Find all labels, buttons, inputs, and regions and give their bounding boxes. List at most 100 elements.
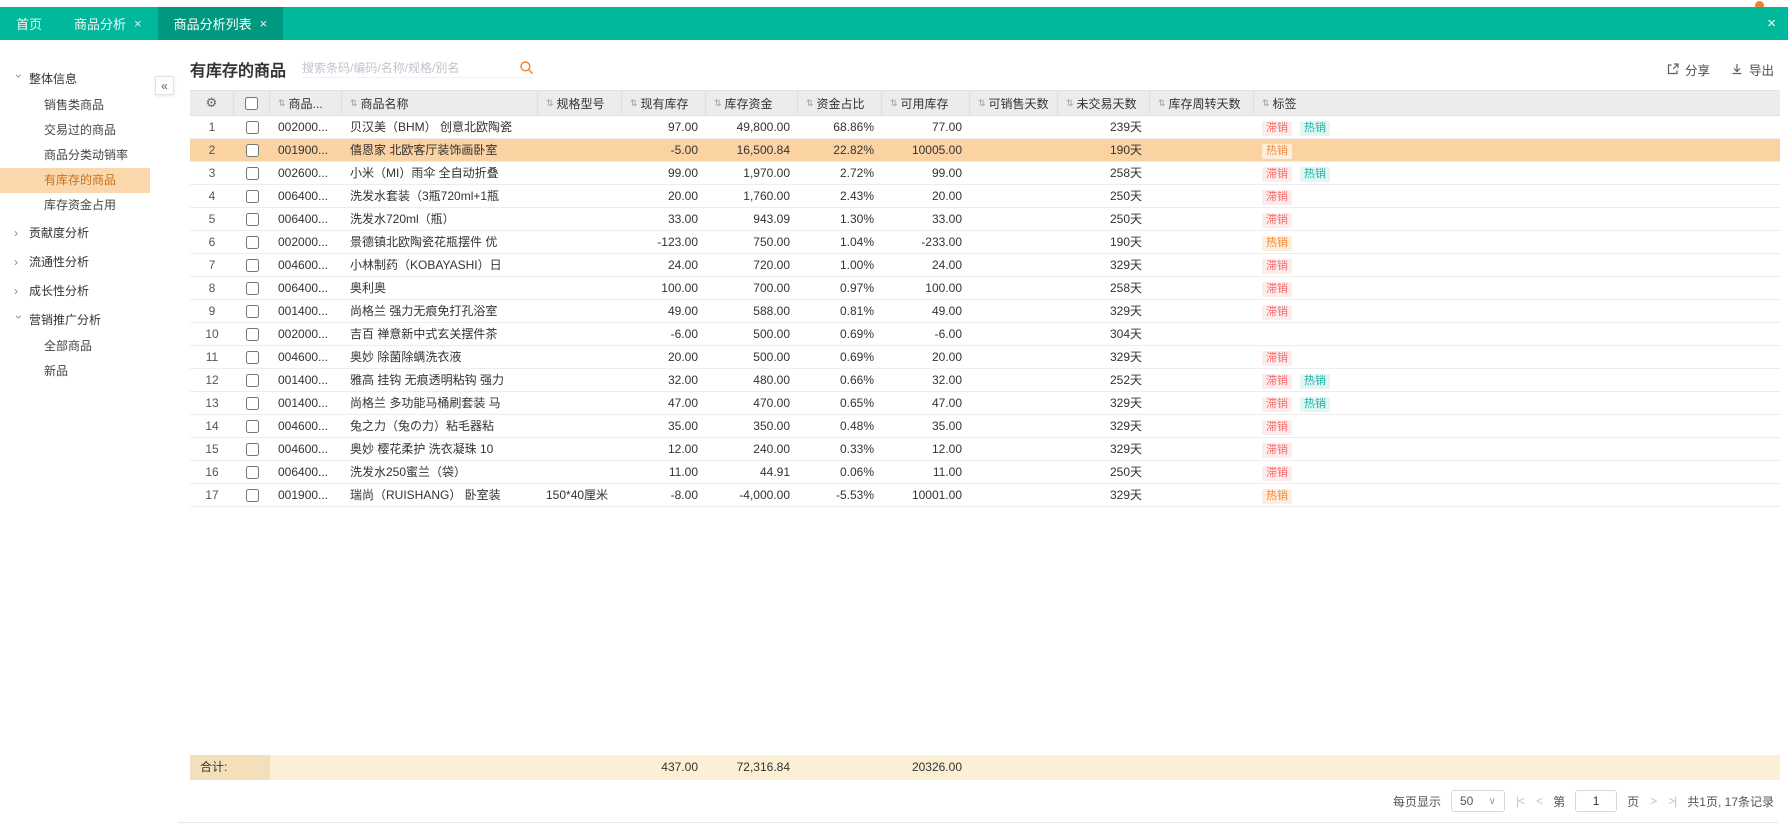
row-checkbox[interactable] xyxy=(245,166,259,180)
row-checkbox[interactable] xyxy=(245,281,259,295)
column-header-name[interactable]: ⇅ 商品名称 xyxy=(342,91,538,115)
table-row[interactable]: 5 006400... 洗发水720ml（瓶） 33.00 943.09 1.30% 33.… xyxy=(190,208,1780,231)
table-row[interactable]: 10 002000... 吉百 禅意新中式玄关摆件茶 -6.00 500.00 0.69%… xyxy=(190,323,1780,346)
sidebar-item-库存资金占用[interactable]: 库存资金占用 xyxy=(44,198,117,212)
sort-icon[interactable]: ⇅ xyxy=(278,97,286,108)
sidebar-collapse-button[interactable]: « xyxy=(155,76,174,95)
sort-icon[interactable]: ⇅ xyxy=(1158,97,1166,108)
column-header-avail[interactable]: ⇅ 可用库存 xyxy=(882,91,970,115)
sort-icon[interactable]: ⇅ xyxy=(714,97,722,108)
table-row[interactable]: 11 004600... 奥妙 除菌除螨洗衣液 20.00 500.00 0.69% 20.… xyxy=(190,346,1780,369)
table-row[interactable]: 2 001900... 僖恩家 北欧客厅装饰画卧室 -5.00 16,500.84 22.… xyxy=(190,139,1780,162)
tab-商品分析列表[interactable]: 商品分析列表 × xyxy=(157,7,284,40)
tag-滞销: 滞销 xyxy=(1262,442,1292,458)
table-row[interactable]: 7 004600... 小林制药（KOBAYASHI）日 24.00 720.00 1.0… xyxy=(190,254,1780,277)
table-row[interactable]: 17 001900... 瑞尚（RUISHANG） 卧室装 150*40厘米 -8.00… xyxy=(190,484,1780,507)
row-checkbox[interactable] xyxy=(245,212,259,226)
tag-热销: 热销 xyxy=(1262,235,1292,251)
sidebar-section-贡献度分析[interactable]: › 贡献度分析 xyxy=(0,218,178,247)
tag-热销: 热销 xyxy=(1300,166,1330,182)
settings-column-header[interactable]: ⚙ xyxy=(190,91,234,115)
cell-avail: -233.00 xyxy=(921,234,962,249)
row-checkbox[interactable] xyxy=(245,350,259,364)
column-header-fund[interactable]: ⇅ 库存资金 xyxy=(706,91,798,115)
sort-icon[interactable]: ⇅ xyxy=(806,97,814,108)
row-checkbox[interactable] xyxy=(245,419,259,433)
sort-icon[interactable]: ⇅ xyxy=(1066,97,1074,108)
row-checkbox[interactable] xyxy=(245,304,259,318)
column-header-code[interactable]: ⇅ 商品... xyxy=(270,91,342,115)
cell-no_trade: 239天 xyxy=(1109,119,1142,134)
table-row[interactable]: 15 004600... 奥妙 樱花柔护 洗衣凝珠 10 12.00 240.00 0.3… xyxy=(190,438,1780,461)
row-checkbox[interactable] xyxy=(245,120,259,134)
row-index: 5 xyxy=(208,211,216,226)
last-page-button[interactable]: >| xyxy=(1668,794,1677,808)
row-checkbox[interactable] xyxy=(245,442,259,456)
next-page-button[interactable]: > xyxy=(1650,794,1657,808)
cell-tags: 滞销 热销 xyxy=(1254,369,1780,392)
first-page-button[interactable]: |< xyxy=(1515,794,1525,808)
sidebar-section-营销推广分析[interactable]: › 营销推广分析 xyxy=(0,305,178,334)
column-header-spec[interactable]: ⇅ 规格型号 xyxy=(538,91,622,115)
cell-name: 小米（MI）雨伞 全自动折叠 xyxy=(350,165,499,180)
tab-close-icon[interactable]: × xyxy=(259,16,268,31)
sort-icon[interactable]: ⇅ xyxy=(630,97,638,108)
row-checkbox[interactable] xyxy=(245,143,259,157)
row-checkbox[interactable] xyxy=(245,235,259,249)
row-checkbox[interactable] xyxy=(245,258,259,272)
table-row[interactable]: 6 002000... 景德镇北欧陶瓷花瓶摆件 优 -123.00 750.00 1.04… xyxy=(190,231,1780,254)
export-button[interactable]: 导出 xyxy=(1730,60,1774,79)
sort-icon[interactable]: ⇅ xyxy=(350,97,358,108)
search-icon[interactable] xyxy=(519,60,534,75)
table-row[interactable]: 1 002000... 贝汉美（BHM） 创意北欧陶瓷 97.00 49,800.00 6… xyxy=(190,116,1780,139)
table-row[interactable]: 3 002600... 小米（MI）雨伞 全自动折叠 99.00 1,970.00 2.7… xyxy=(190,162,1780,185)
search-input[interactable] xyxy=(302,60,520,75)
column-header-tags[interactable]: ⇅ 标签 xyxy=(1254,91,1780,115)
cell-tags: 滞销 热销 xyxy=(1254,116,1780,139)
table-row[interactable]: 8 006400... 奥利奥 100.00 700.00 0.97% 100.00 258天… xyxy=(190,277,1780,300)
sidebar-item-有库存的商品[interactable]: 有库存的商品 xyxy=(0,168,150,193)
tab-商品分析[interactable]: 商品分析 × xyxy=(58,7,158,40)
table-row[interactable]: 14 004600... 兔之力（兔の力）粘毛器粘 35.00 350.00 0.48% 3… xyxy=(190,415,1780,438)
sidebar-item-全部商品[interactable]: 全部商品 xyxy=(44,339,93,353)
column-header-stock[interactable]: ⇅ 现有库存 xyxy=(622,91,706,115)
column-header-sell_days[interactable]: ⇅ 可销售天数 xyxy=(970,91,1058,115)
prev-page-button[interactable]: < xyxy=(1536,794,1543,808)
sort-icon[interactable]: ⇅ xyxy=(1262,97,1270,108)
sidebar-section-整体信息[interactable]: › 整体信息 xyxy=(0,64,178,93)
row-checkbox[interactable] xyxy=(245,327,259,341)
select-all-checkbox[interactable] xyxy=(245,96,258,110)
sidebar-item-新品[interactable]: 新品 xyxy=(44,364,69,378)
sort-icon[interactable]: ⇅ xyxy=(890,97,898,108)
per-page-value: 50 xyxy=(1459,794,1474,808)
sidebar-item-商品分类动销率[interactable]: 商品分类动销率 xyxy=(44,148,129,162)
share-button[interactable]: 分享 xyxy=(1666,60,1710,79)
table-row[interactable]: 16 006400... 洗发水250蜜兰（袋） 11.00 44.91 0.06% 11.… xyxy=(190,461,1780,484)
tab-close-icon[interactable]: × xyxy=(134,16,142,31)
sort-icon[interactable]: ⇅ xyxy=(978,97,986,108)
sidebar-section-成长性分析[interactable]: › 成长性分析 xyxy=(0,276,178,305)
sort-icon[interactable]: ⇅ xyxy=(546,97,554,108)
column-header-ratio[interactable]: ⇅ 资金占比 xyxy=(798,91,882,115)
table-row[interactable]: 13 001400... 尚格兰 多功能马桶刷套装 马 47.00 470.00 0.65… xyxy=(190,392,1780,415)
row-checkbox[interactable] xyxy=(245,373,259,387)
table-row[interactable]: 12 001400... 雅高 挂钩 无痕透明粘钩 强力 32.00 480.00 0.6… xyxy=(190,369,1780,392)
row-checkbox[interactable] xyxy=(245,396,259,410)
sidebar-item-销售类商品[interactable]: 销售类商品 xyxy=(44,98,105,112)
row-checkbox-cell xyxy=(234,212,270,226)
cell-code: 006400... xyxy=(278,280,329,295)
row-checkbox[interactable] xyxy=(245,465,259,479)
column-header-no_trade[interactable]: ⇅ 未交易天数 xyxy=(1058,91,1150,115)
sidebar-item-交易过的商品[interactable]: 交易过的商品 xyxy=(44,123,117,137)
sidebar-section-流通性分析[interactable]: › 流通性分析 xyxy=(0,247,178,276)
topbar-close-icon[interactable]: × xyxy=(1767,15,1776,32)
table-row[interactable]: 4 006400... 洗发水套装（3瓶720ml+1瓶 20.00 1,760.00 2… xyxy=(190,185,1780,208)
per-page-select[interactable]: 50 ∨ xyxy=(1450,790,1505,812)
row-checkbox[interactable] xyxy=(245,488,259,502)
row-checkbox[interactable] xyxy=(245,189,259,203)
table-row[interactable]: 9 001400... 尚格兰 强力无痕免打孔浴室 49.00 588.00 0.81% 4… xyxy=(190,300,1780,323)
column-header-turnover[interactable]: ⇅ 库存周转天数 xyxy=(1150,91,1254,115)
cell-code: 006400... xyxy=(278,464,329,479)
tab-首页[interactable]: 首页 xyxy=(0,7,58,40)
page-number-input[interactable] xyxy=(1575,790,1618,812)
